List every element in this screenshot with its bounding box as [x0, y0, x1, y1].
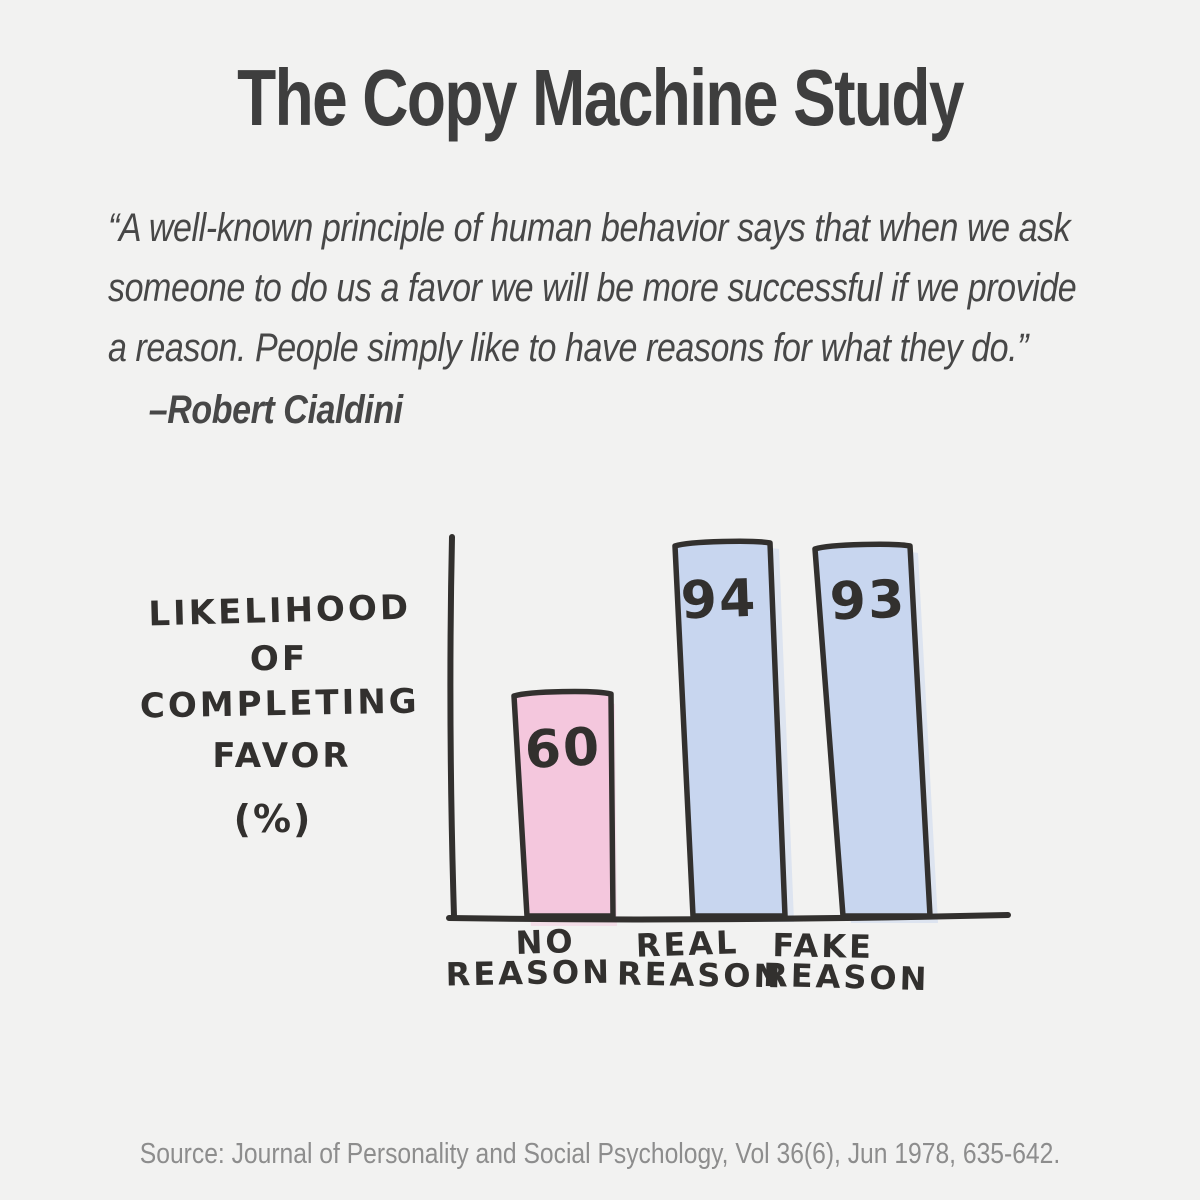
quote: “A well-known principle of human behavio…: [108, 198, 1094, 440]
quote-attribution: –Robert Cialdini: [148, 388, 403, 432]
y-axis-label: LIKELIHOOD OF COMPLETING FAVOR (%): [140, 588, 420, 841]
quote-line-3: a reason. People simply like to have rea…: [108, 326, 1029, 370]
y-axis-label-line: (%): [234, 797, 313, 841]
source-citation: Source: Journal of Personality and Socia…: [139, 1138, 1061, 1170]
x-axis-labels: NO REASON REAL REASON FAKE REASON: [445, 922, 930, 998]
category-label-line: REASON: [617, 955, 784, 996]
y-axis-line: [447, 534, 457, 919]
y-axis-label-line: LIKELIHOOD: [148, 588, 412, 635]
category-label-line: REASON: [445, 953, 612, 994]
quote-line-2: someone to do us a favor we will be more…: [108, 266, 1077, 310]
bar-no-reason: [511, 688, 616, 919]
y-axis-label-line: OF: [250, 639, 308, 679]
category-label-line: REAL: [635, 923, 740, 965]
bar-fake-reason: [812, 541, 933, 919]
bar-value-label: 60: [523, 717, 602, 781]
bar-value-label: 93: [829, 570, 907, 633]
bar-chart: 60 94 93 LIKELIHOOD OF COMPLETING FAVOR …: [140, 534, 1011, 998]
x-axis-line: [446, 912, 1011, 923]
bar-real-reason: [672, 538, 788, 919]
y-axis-label-line: FAVOR: [212, 736, 351, 776]
category-label-line: FAKE: [772, 926, 874, 966]
quote-line-1: “A well-known principle of human behavio…: [108, 206, 1071, 250]
page-title: The Copy Machine Study: [237, 53, 964, 142]
y-axis-label-line: COMPLETING: [140, 682, 420, 727]
category-label-line: NO: [515, 922, 576, 962]
category-label-line: REASON: [763, 956, 930, 998]
bar-value-label: 94: [680, 569, 758, 632]
